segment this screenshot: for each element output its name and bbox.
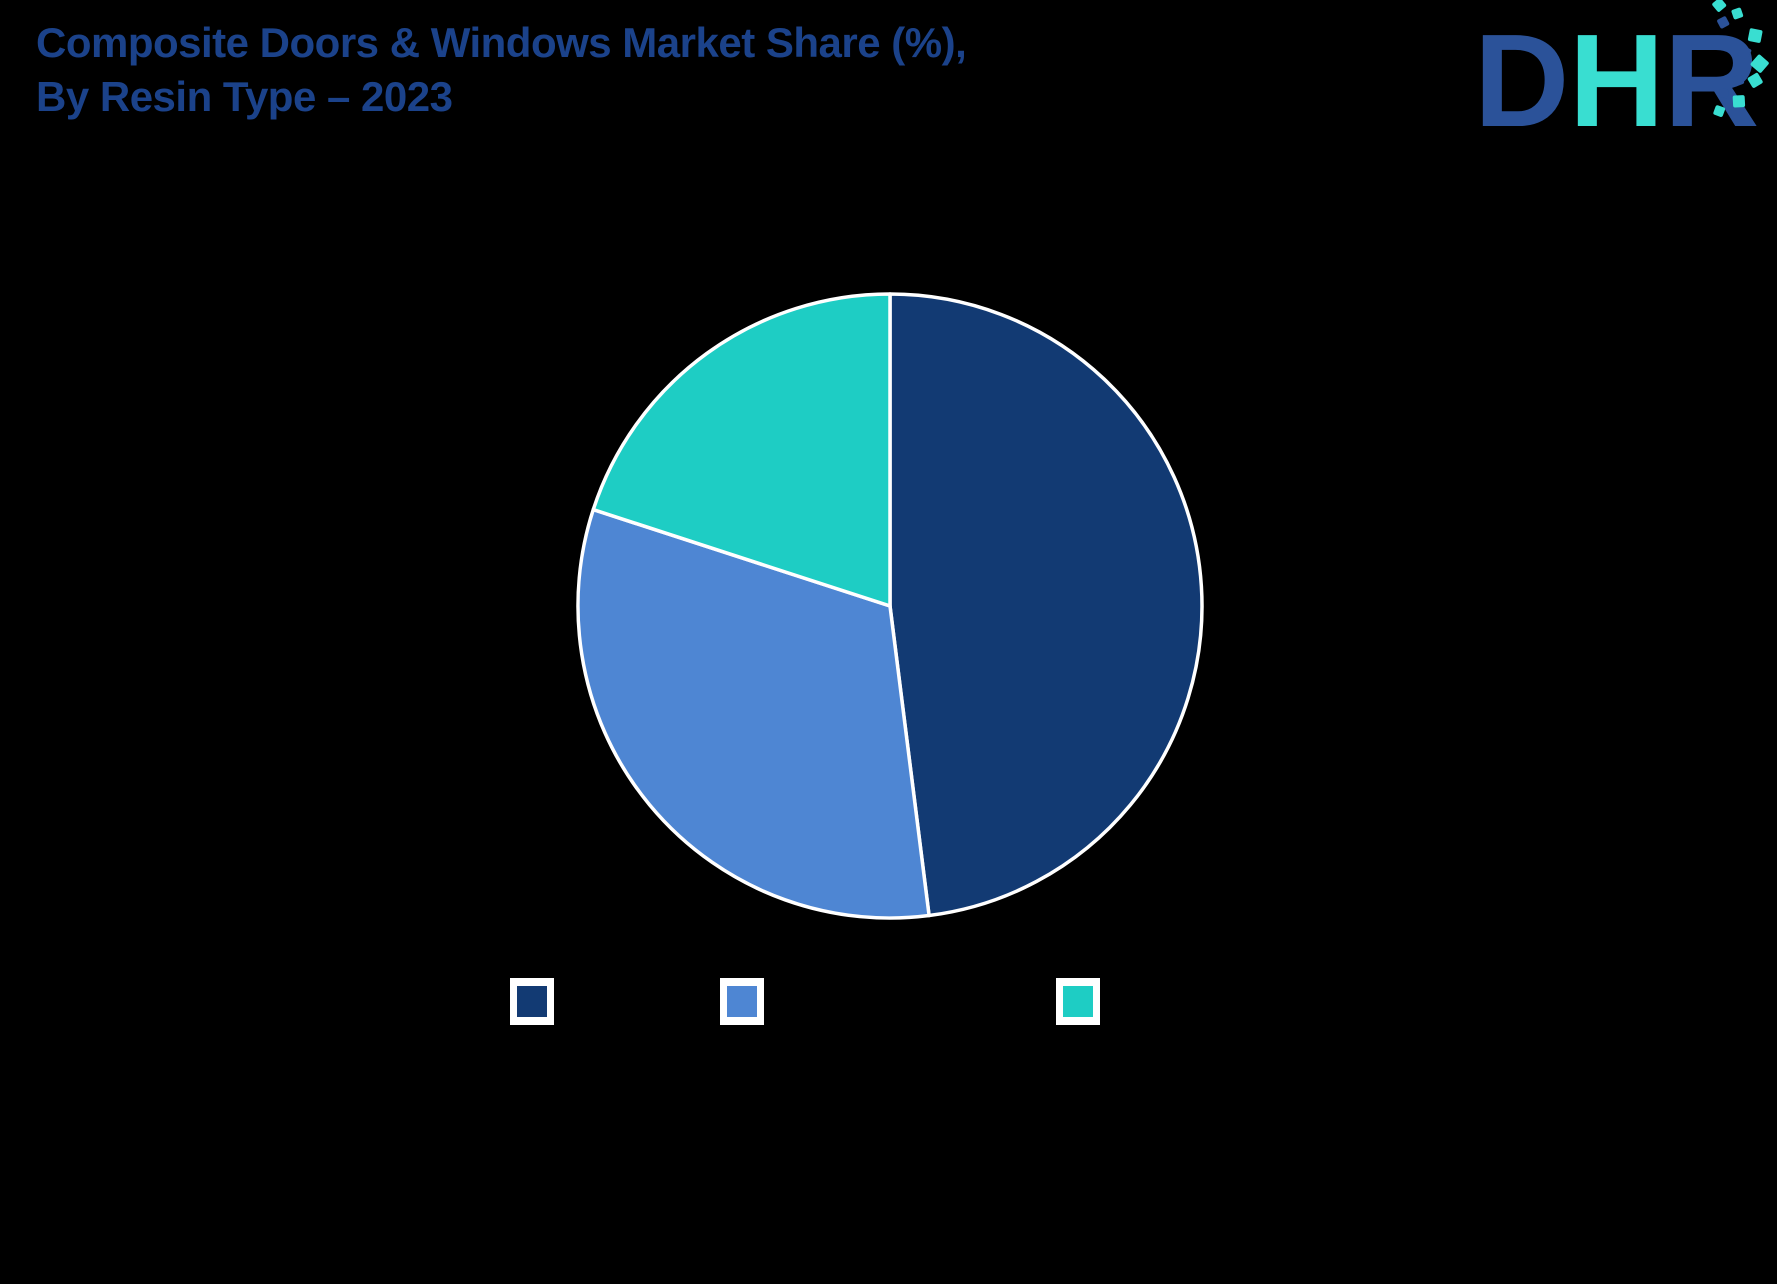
logo-dots-icon bbox=[1712, 0, 1769, 117]
dhr-logo: D H R bbox=[1474, 0, 1769, 145]
legend-swatch-color-2 bbox=[727, 986, 757, 1017]
logo-dot bbox=[1747, 72, 1763, 88]
logo-dot bbox=[1719, 88, 1729, 99]
logo-dot bbox=[1712, 0, 1727, 12]
logo-letter-d: D bbox=[1474, 7, 1565, 145]
logo-dot bbox=[1732, 74, 1745, 87]
chart-title-line1: Composite Doors & Windows Market Share (… bbox=[36, 19, 967, 66]
logo-dot bbox=[1737, 45, 1752, 60]
logo-letter-h: H bbox=[1569, 7, 1660, 145]
legend-label-2 bbox=[774, 992, 1054, 1012]
chart-legend bbox=[0, 978, 1777, 1026]
legend-item-1 bbox=[510, 978, 720, 1025]
legend-swatch-color-1 bbox=[517, 986, 547, 1017]
pie-slice-3 bbox=[591, 292, 892, 608]
pie-chart bbox=[576, 292, 1204, 920]
logo-dot bbox=[1713, 105, 1726, 117]
legend-swatch-frame bbox=[1056, 978, 1100, 1025]
legend-label-1 bbox=[564, 992, 720, 1012]
logo-dot bbox=[1750, 54, 1769, 73]
logo-dot bbox=[1747, 28, 1763, 43]
legend-swatch-color-3 bbox=[1063, 986, 1093, 1017]
logo-letter-r: R bbox=[1664, 7, 1757, 145]
logo-dot bbox=[1732, 95, 1746, 108]
legend-item-3 bbox=[1056, 978, 1270, 1025]
chart-title: Composite Doors & Windows Market Share (… bbox=[36, 16, 967, 124]
chart-title-line2: By Resin Type – 2023 bbox=[36, 73, 453, 120]
pie-slice-1 bbox=[888, 292, 1204, 918]
logo-dot bbox=[1717, 16, 1730, 29]
pie-slice-2 bbox=[576, 507, 931, 920]
legend-swatch-frame bbox=[510, 978, 554, 1025]
legend-label-3 bbox=[1110, 992, 1270, 1012]
legend-item-2 bbox=[720, 978, 1054, 1025]
legend-swatch-frame bbox=[720, 978, 764, 1025]
logo-dot bbox=[1731, 7, 1744, 20]
